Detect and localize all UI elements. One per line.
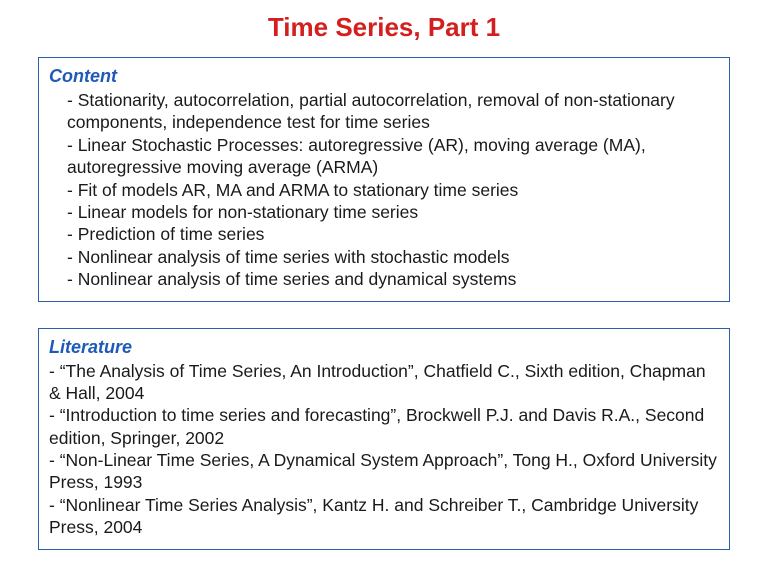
literature-body: - “The Analysis of Time Series, An Intro… <box>49 360 719 539</box>
content-box: Content - Stationarity, autocorrelation,… <box>38 57 730 302</box>
literature-box: Literature - “The Analysis of Time Serie… <box>38 328 730 550</box>
content-item: - Linear models for non-stationary time … <box>49 201 719 223</box>
content-item: - Stationarity, autocorrelation, partial… <box>49 89 719 134</box>
content-heading: Content <box>49 66 719 87</box>
literature-item: - “The Analysis of Time Series, An Intro… <box>49 360 719 405</box>
literature-item: - “Introduction to time series and forec… <box>49 404 719 449</box>
content-body: - Stationarity, autocorrelation, partial… <box>49 89 719 291</box>
slide-title: Time Series, Part 1 <box>0 12 768 43</box>
content-item: - Nonlinear analysis of time series with… <box>49 246 719 268</box>
content-item: - Nonlinear analysis of time series and … <box>49 268 719 290</box>
content-item: - Linear Stochastic Processes: autoregre… <box>49 134 719 179</box>
literature-item: - “Nonlinear Time Series Analysis”, Kant… <box>49 494 719 539</box>
literature-heading: Literature <box>49 337 719 358</box>
literature-item: - “Non-Linear Time Series, A Dynamical S… <box>49 449 719 494</box>
content-item: - Prediction of time series <box>49 223 719 245</box>
content-item: - Fit of models AR, MA and ARMA to stati… <box>49 179 719 201</box>
